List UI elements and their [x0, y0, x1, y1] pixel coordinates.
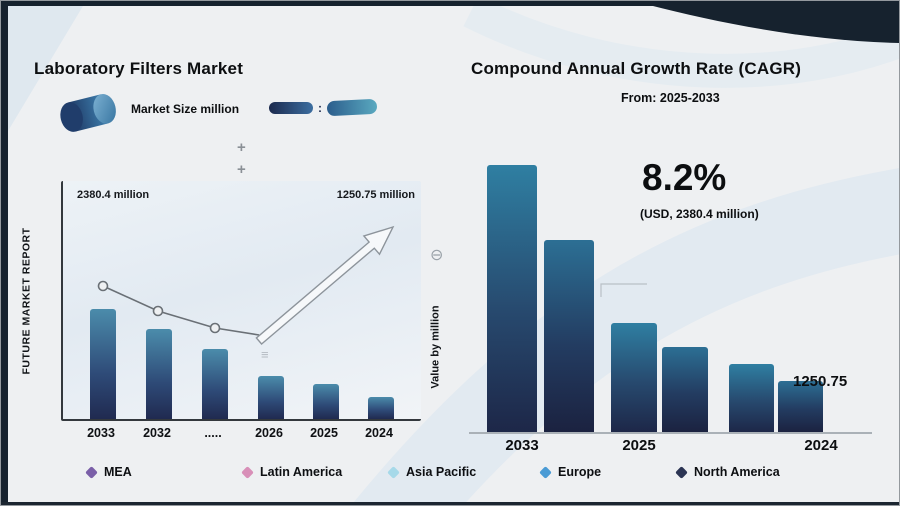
corner-swoosh-icon — [649, 1, 899, 43]
legend-diamond-icon — [85, 465, 98, 479]
legend-label: North America — [694, 465, 780, 479]
legend-item-mea: MEA — [85, 465, 132, 479]
top-border-bar — [1, 1, 899, 6]
cagr-bar-2025-a — [611, 323, 657, 432]
cagr-subtitle: From: 2025-2033 — [621, 91, 720, 105]
market-size-legend-label: Market Size million — [131, 102, 240, 116]
cagr-bar-2024-a — [729, 364, 774, 432]
legend-item-asia-pacific: Asia Pacific — [387, 465, 477, 479]
x-axis-label-2025: 2025 — [310, 426, 338, 440]
year-label-2025: 2025 — [622, 437, 656, 454]
legend-diamond-icon — [539, 465, 552, 479]
legend-label: MEA — [104, 465, 132, 479]
market-bar-2025 — [313, 384, 339, 419]
legend-label: Latin America — [260, 465, 343, 479]
cagr-bar-2033-b — [544, 240, 594, 432]
legend-item-europe: Europe — [539, 465, 602, 479]
market-bar-2032 — [146, 329, 172, 419]
region-legend: MEA Latin America Asia Pacific Europe North … — [1, 465, 899, 489]
ratio-pill-left — [269, 101, 313, 114]
legend-label: Europe — [558, 465, 602, 479]
legend-item-latin-america: Latin America — [241, 465, 343, 479]
ratio-pills: : — [269, 98, 378, 117]
year-label-2024: 2024 — [804, 437, 838, 454]
x-axis-label-2033: 2033 — [87, 426, 115, 440]
legend-item-north-america: North America — [675, 465, 780, 479]
value-annotation-2024: 1250.75 — [793, 373, 848, 390]
bottom-border-bar — [1, 502, 899, 505]
market-bar-..... — [202, 349, 228, 419]
cagr-bar-2033-a — [487, 165, 537, 432]
legend-label: Asia Pacific — [406, 465, 477, 479]
plus-mark-icon: + — [237, 139, 246, 156]
legend-diamond-icon — [241, 465, 254, 479]
x-axis-label-.....: ..... — [204, 426, 222, 440]
market-bar-2026 — [258, 376, 284, 419]
legend-diamond-icon — [675, 465, 688, 479]
page-title-left: Laboratory Filters Market — [34, 59, 244, 78]
x-axis-label-2032: 2032 — [143, 426, 171, 440]
triple-bar-icon: ≡ — [261, 347, 269, 362]
ratio-pill-separator: : — [318, 100, 322, 115]
x-axis-label-2026: 2026 — [255, 426, 283, 440]
cagr-bar-2025-b — [662, 347, 708, 432]
market-bar-2033 — [90, 309, 116, 419]
plus-mark-icon: + — [237, 161, 246, 178]
left-border-bar — [1, 1, 8, 505]
year-label-2033: 2033 — [505, 437, 539, 454]
left-chart-value-2033: 2380.4 million — [77, 189, 150, 201]
legend-diamond-icon — [387, 465, 400, 479]
